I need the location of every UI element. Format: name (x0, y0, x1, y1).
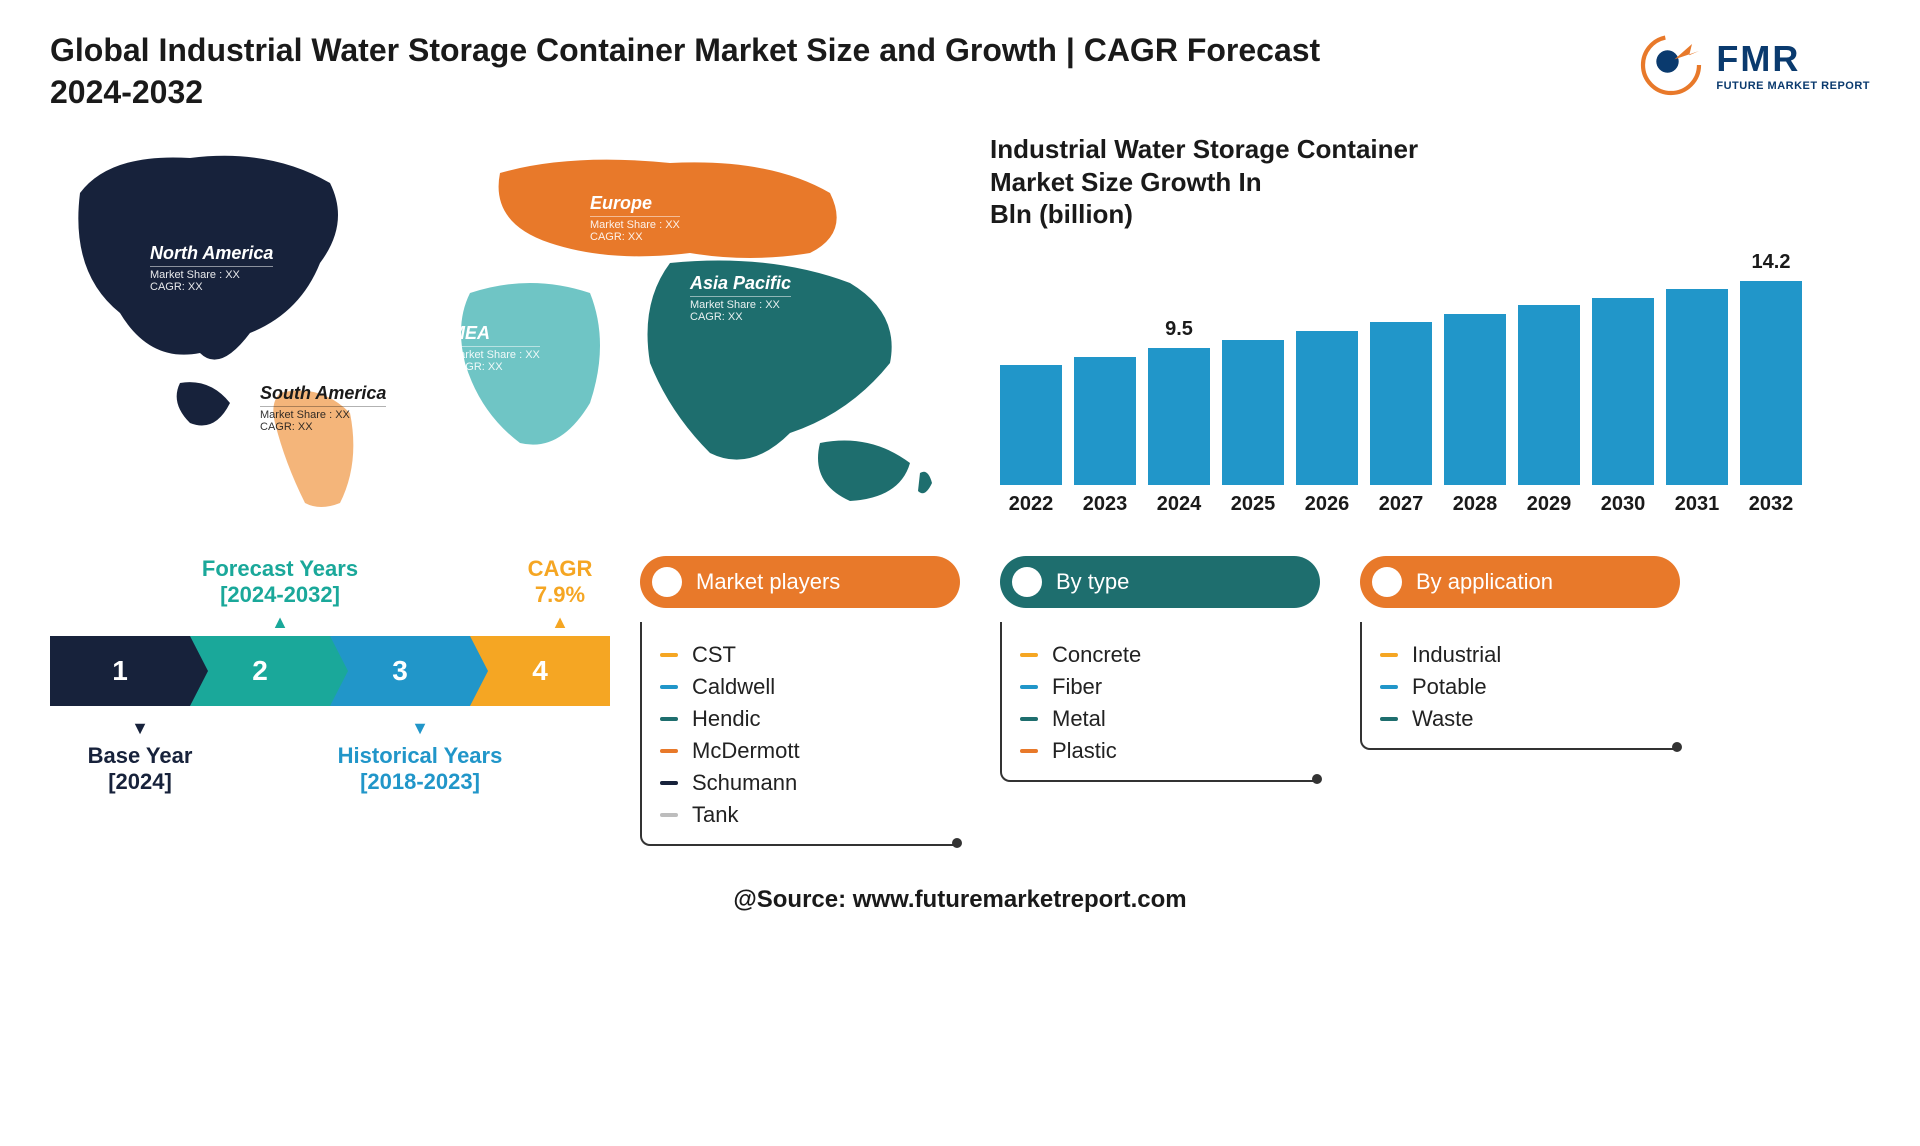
list-item: Industrial (1380, 642, 1670, 668)
list-item: Tank (660, 802, 950, 828)
logo-icon (1636, 30, 1706, 100)
chart-title-l2: Market Size Growth In (990, 166, 1870, 199)
logo-text-main: FMR (1716, 38, 1870, 80)
bar-2032: 14.22032 (1740, 251, 1802, 516)
source-text: @Source: www.futuremarketreport.com (50, 886, 1870, 914)
timeline-label-base-year: ▼Base Year[2024] (40, 714, 240, 795)
bar-2022: 2022 (1000, 335, 1062, 515)
list-item: Hendic (660, 706, 950, 732)
bar-2030: 2030 (1592, 268, 1654, 516)
timeline-seg-4: 4 (470, 636, 610, 706)
timeline-label-forecast-years: Forecast Years[2024-2032]▲ (200, 556, 360, 633)
category-list: CST Caldwell Hendic McDermott Schumann Tank (640, 622, 960, 846)
list-item: Waste (1380, 706, 1670, 732)
category-by-type: By type Concrete Fiber Metal Plastic (1000, 556, 1320, 846)
bar-2024: 9.52024 (1148, 318, 1210, 516)
list-item: Metal (1020, 706, 1310, 732)
timeline-seg-1: 1 (50, 636, 190, 706)
chart-title-l3: Bln (billion) (990, 198, 1870, 231)
list-item: CST (660, 642, 950, 668)
bar-2029: 2029 (1518, 275, 1580, 516)
timeline-seg-2: 2 (190, 636, 330, 706)
timeline: Forecast Years[2024-2032]▲CAGR7.9%▲ 1234… (50, 556, 610, 804)
logo-text-sub: FUTURE MARKET REPORT (1716, 80, 1870, 92)
bar-2026: 2026 (1296, 301, 1358, 516)
fmr-logo: FMR FUTURE MARKET REPORT (1636, 30, 1870, 100)
chart-title-l1: Industrial Water Storage Container (990, 133, 1870, 166)
bar-2027: 2027 (1370, 292, 1432, 515)
category-list: Industrial Potable Waste (1360, 622, 1680, 750)
timeline-seg-3: 3 (330, 636, 470, 706)
timeline-label-historical-years: ▼Historical Years[2018-2023] (320, 714, 520, 795)
timeline-label-cagr: CAGR7.9%▲ (480, 556, 640, 633)
category-by-application: By application Industrial Potable Waste (1360, 556, 1680, 846)
list-item: Schumann (660, 770, 950, 796)
category-header: Market players (640, 556, 960, 608)
bar-2025: 2025 (1222, 310, 1284, 516)
bar-chart: Industrial Water Storage Container Marke… (990, 133, 1870, 516)
list-item: McDermott (660, 738, 950, 764)
list-item: Plastic (1020, 738, 1310, 764)
region-label-mea: MEAMarket Share : XXCAGR: XX (450, 323, 540, 373)
list-item: Fiber (1020, 674, 1310, 700)
bar-2028: 2028 (1444, 284, 1506, 516)
bar-2031: 2031 (1666, 259, 1728, 516)
list-item: Caldwell (660, 674, 950, 700)
bar-2023: 2023 (1074, 327, 1136, 516)
category-market-players: Market players CST Caldwell Hendic McDermott… (640, 556, 960, 846)
category-list: Concrete Fiber Metal Plastic (1000, 622, 1320, 782)
region-label-europe: EuropeMarket Share : XXCAGR: XX (590, 193, 680, 243)
page-title: Global Industrial Water Storage Containe… (50, 30, 1350, 113)
category-header: By application (1360, 556, 1680, 608)
region-label-north-america: North AmericaMarket Share : XXCAGR: XX (150, 243, 273, 293)
category-header: By type (1000, 556, 1320, 608)
region-label-south-america: South AmericaMarket Share : XXCAGR: XX (260, 383, 386, 433)
region-label-asia-pacific: Asia PacificMarket Share : XXCAGR: XX (690, 273, 791, 323)
list-item: Potable (1380, 674, 1670, 700)
list-item: Concrete (1020, 642, 1310, 668)
world-map: North AmericaMarket Share : XXCAGR: XX So… (50, 133, 950, 513)
